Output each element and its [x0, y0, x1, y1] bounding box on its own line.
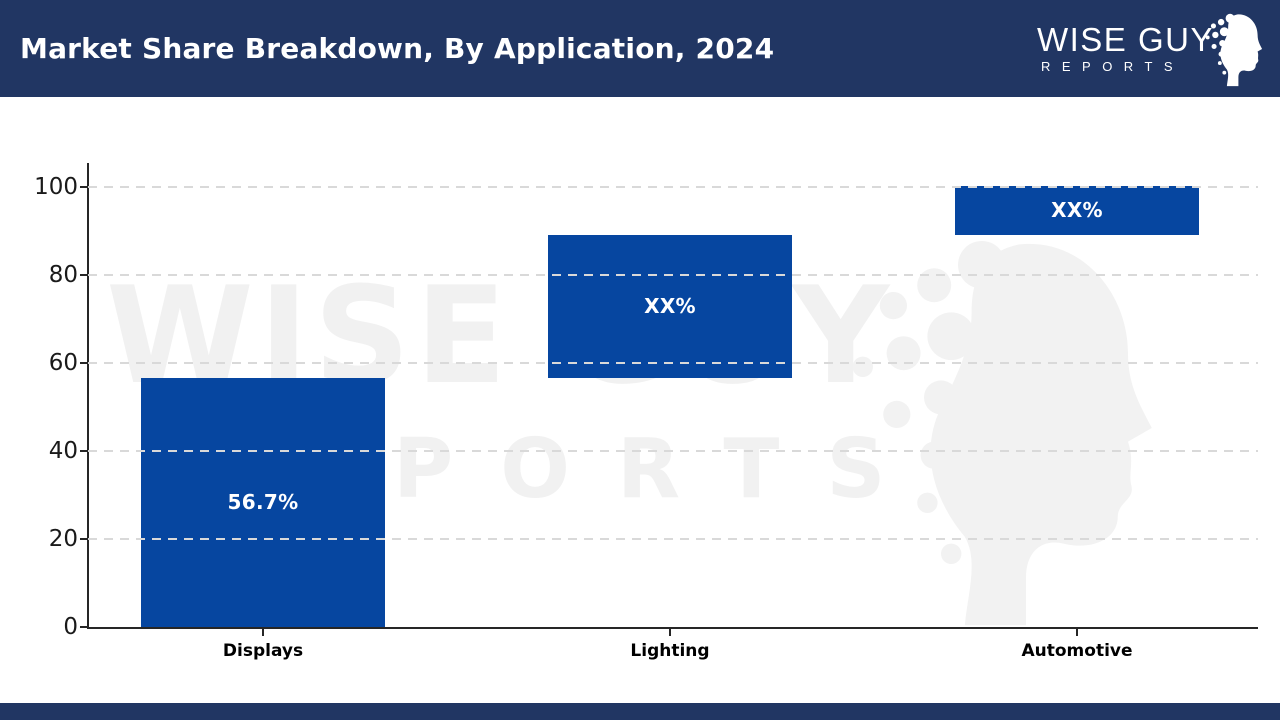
bar-value-label: 56.7%: [227, 490, 299, 515]
x-tick: [669, 628, 671, 636]
y-tick-label: 60: [48, 350, 78, 376]
x-tick: [262, 628, 264, 636]
bar-displays: 56.7%: [141, 377, 385, 627]
x-axis-label: Lighting: [630, 641, 710, 661]
bar-value-label: XX%: [1051, 198, 1103, 223]
gridline: [88, 274, 1258, 276]
brand-subname: REPORTS: [1040, 59, 1185, 74]
y-tick: [80, 274, 88, 276]
y-tick-label: 100: [34, 174, 78, 200]
x-axis-label: Automotive: [1021, 641, 1133, 661]
gridline: [88, 538, 1258, 540]
gridline: [88, 186, 1258, 188]
plot-region: 0 20 40 60 80 100 56.7% Displays XX% Lighting XX% A…: [0, 97, 1280, 703]
gridline: [88, 450, 1258, 452]
bar-value-label: XX%: [644, 294, 696, 319]
brand-logo: WISE GUY REPORTS: [1037, 10, 1264, 88]
y-tick-label: 20: [48, 526, 78, 552]
y-tick: [80, 362, 88, 364]
footer-bar: [0, 703, 1280, 720]
y-tick-label: 0: [63, 614, 78, 640]
chart-area: WISE GUY REPORTS 0 20 40 60 80 100 56.7% Displa…: [0, 97, 1280, 703]
x-tick: [1076, 628, 1078, 636]
bar-automotive: XX%: [955, 186, 1199, 235]
brand-wordmark: WISE GUY REPORTS: [1036, 21, 1214, 75]
bar-lighting: XX%: [548, 234, 792, 378]
y-tick: [80, 538, 88, 540]
x-axis-line: [87, 627, 1258, 629]
report-title: Market Share Breakdown, By Application, …: [20, 32, 775, 65]
header-bar: Market Share Breakdown, By Application, …: [0, 0, 1280, 97]
y-tick-label: 40: [48, 438, 78, 464]
y-tick: [80, 626, 88, 628]
brand-name: WISE GUY: [1036, 21, 1214, 58]
y-tick: [80, 450, 88, 452]
x-axis-label: Displays: [222, 641, 304, 661]
y-tick: [80, 186, 88, 188]
y-axis-line: [87, 163, 89, 629]
gridline: [88, 362, 1258, 364]
y-tick-label: 80: [48, 262, 78, 288]
wiseguy-head-logo-icon: [1205, 13, 1263, 86]
